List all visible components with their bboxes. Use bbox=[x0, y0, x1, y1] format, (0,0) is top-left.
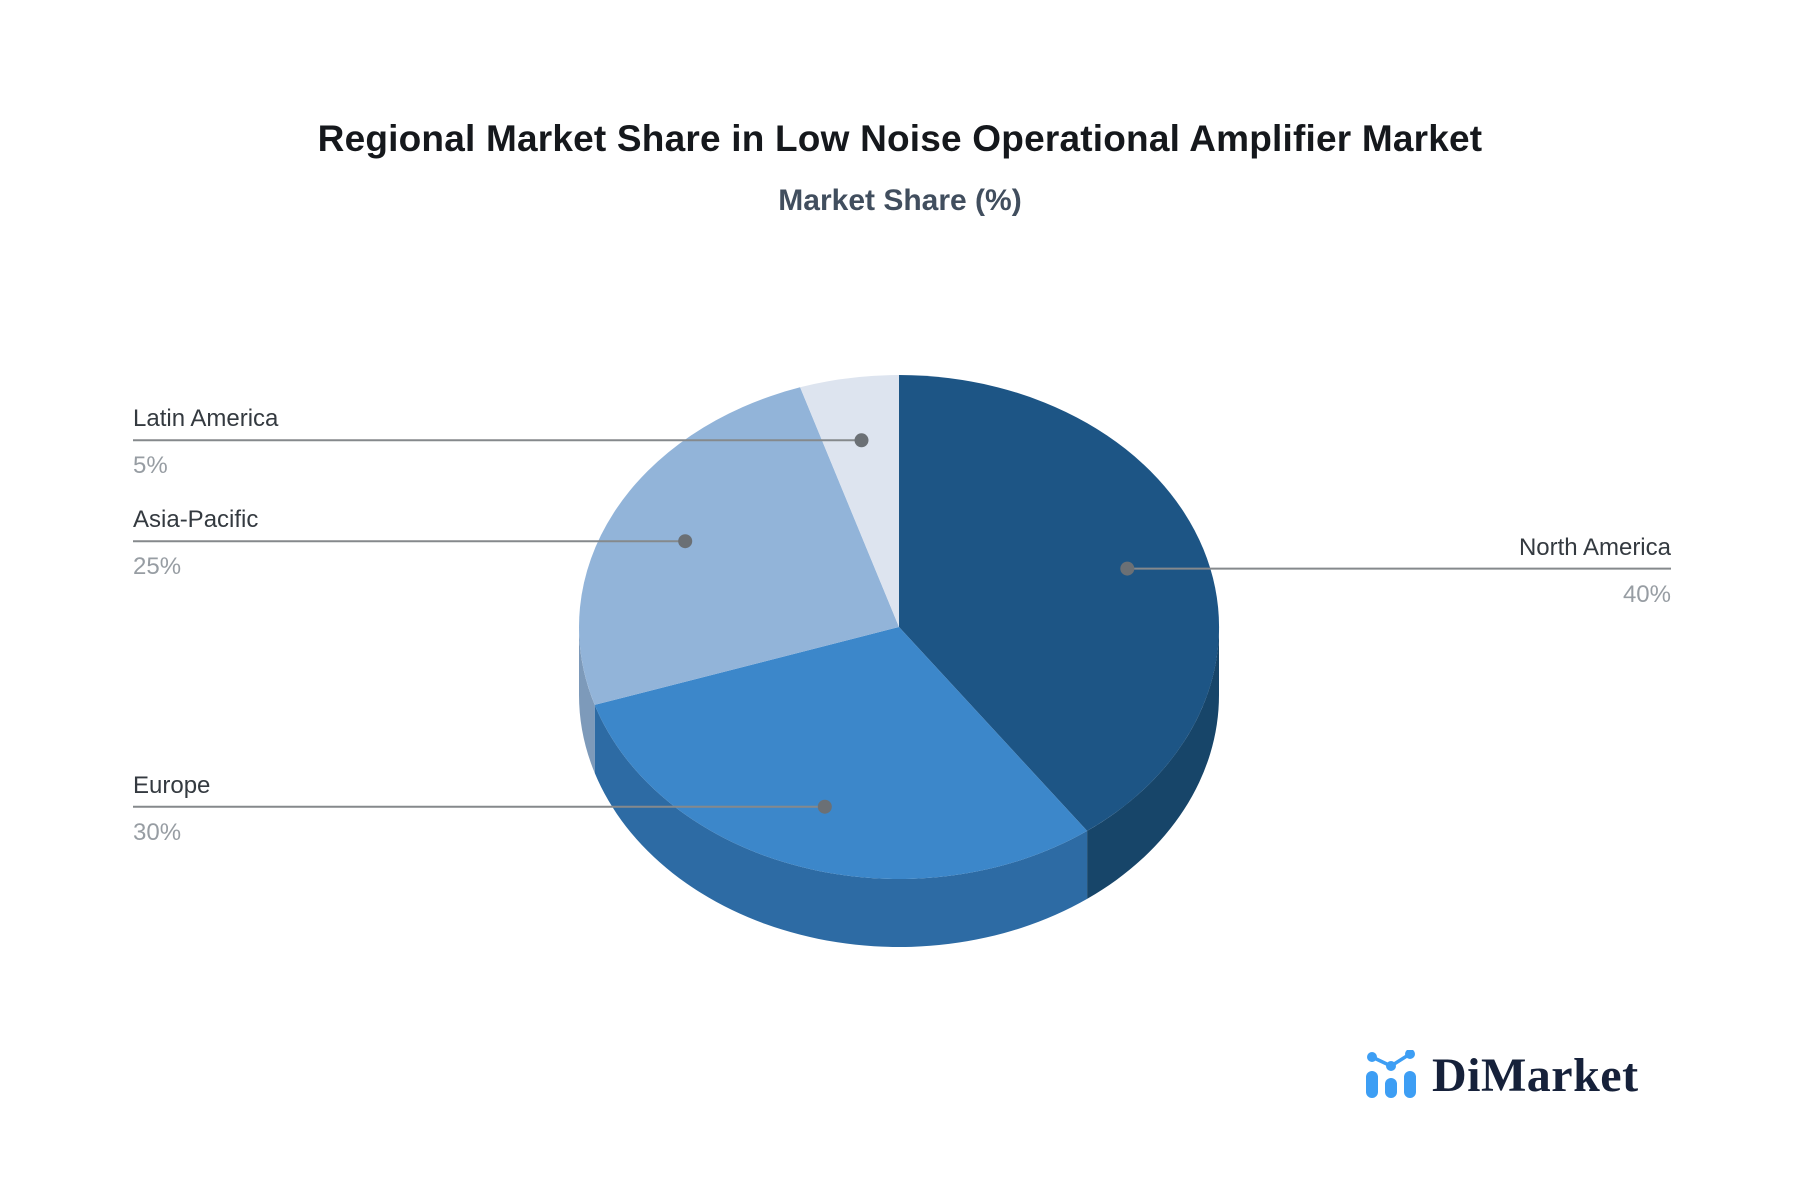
slice-label: Asia-Pacific bbox=[133, 506, 259, 534]
slice-value-label: 25% bbox=[133, 553, 182, 581]
pie-slice-asia-pacific bbox=[579, 387, 899, 705]
pie-slice-latin-america bbox=[800, 374, 899, 627]
pie-side-north-america bbox=[1087, 627, 1219, 899]
pie-slice-north-america bbox=[899, 375, 1220, 831]
brand-wordmark: DiMarket bbox=[1432, 1049, 1639, 1102]
slice-value-label: 30% bbox=[133, 818, 182, 846]
bar-line-chart-icon bbox=[1366, 1050, 1416, 1098]
leader-dot-asia-pacific bbox=[678, 534, 693, 549]
pie-side-europe bbox=[594, 704, 1088, 948]
slice-value-label: 40% bbox=[1622, 580, 1671, 608]
slice-label: Europe bbox=[133, 771, 211, 799]
pie-slice-europe bbox=[594, 627, 1088, 880]
leader-dot-latin-america bbox=[854, 433, 869, 448]
slice-value-label: 5% bbox=[133, 452, 168, 480]
brand-logo: DiMarket bbox=[1366, 1044, 1639, 1100]
leader-dot-north-america bbox=[1120, 561, 1135, 576]
chart-title: Regional Market Share in Low Noise Opera… bbox=[317, 118, 1483, 159]
chart-subtitle: Market Share (%) bbox=[778, 184, 1022, 217]
slice-label: North America bbox=[1518, 533, 1671, 561]
leader-dot-europe bbox=[817, 799, 832, 814]
pie-side-asia-pacific bbox=[579, 627, 595, 773]
slice-label: Latin America bbox=[133, 405, 279, 433]
